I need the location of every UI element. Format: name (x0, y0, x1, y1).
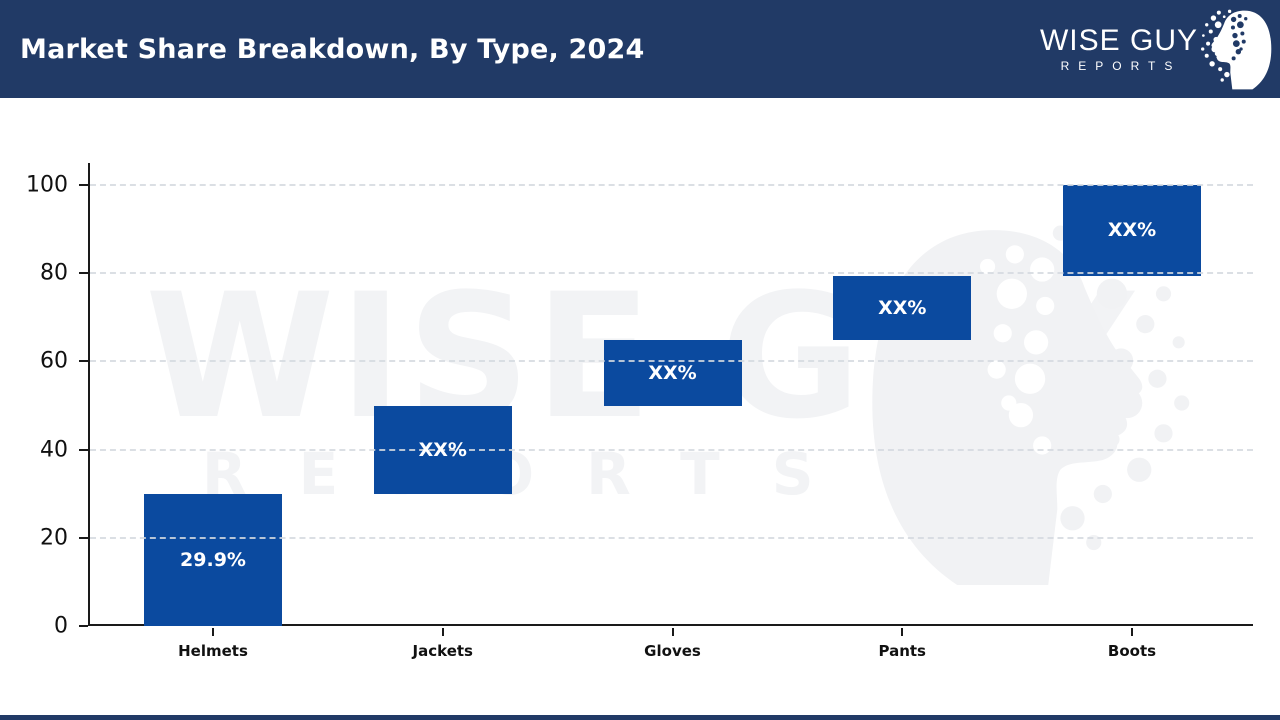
y-axis-tick (79, 360, 88, 363)
x-axis-tick (901, 628, 904, 636)
y-tick-label: 60 (40, 348, 68, 374)
logo-line2: REPORTS (1060, 58, 1182, 73)
x-axis-tick (671, 628, 674, 636)
y-tick-label: 20 (40, 525, 68, 551)
y-axis-tick (79, 272, 88, 275)
bar-value-label: XX% (418, 439, 467, 462)
header: Market Share Breakdown, By Type, 2024 WI… (0, 0, 1280, 98)
y-tick-label: 40 (40, 437, 68, 463)
gridline (90, 272, 1253, 275)
y-tick-label: 80 (40, 260, 68, 286)
watermark-subtext: REPORTS (202, 440, 866, 508)
bar-value-label: XX% (878, 296, 927, 319)
x-axis-tick (212, 628, 214, 636)
x-tick-label: Helmets (178, 642, 248, 660)
y-axis-tick (79, 184, 88, 187)
x-tick-label: Gloves (644, 642, 701, 660)
bar-value-label: XX% (648, 361, 697, 384)
bar-helmets (144, 494, 282, 626)
x-tick-label: Boots (1107, 642, 1157, 660)
page-title: Market Share Breakdown, By Type, 2024 (20, 33, 645, 65)
x-axis-tick (441, 628, 444, 636)
footer-bar (0, 715, 1280, 720)
x-axis-tick (1131, 628, 1133, 636)
bar-boots (1063, 185, 1201, 276)
wiseguy-head-icon (1201, 9, 1272, 90)
logo-wordmark: WISE GUY REPORTS (1040, 25, 1198, 73)
y-tick-label: 100 (26, 172, 68, 198)
y-axis-tick (79, 536, 88, 539)
plot-area: WISE GUY REPORTS (26, 163, 1253, 660)
y-axis-tick (79, 448, 88, 451)
gridline (90, 536, 1253, 539)
bar-pants (833, 275, 972, 340)
y-axis-tick (79, 625, 88, 627)
x-tick-label: Pants (878, 642, 927, 660)
bar-value-label: 29.9% (180, 549, 246, 572)
gridline (90, 184, 1253, 187)
gridline (90, 448, 1253, 451)
y-tick-label: 0 (54, 613, 68, 639)
logo-line1: WISE GUY (1039, 24, 1198, 58)
x-tick-label: Jackets (412, 642, 473, 660)
gridline (90, 360, 1253, 363)
bar-gloves (603, 339, 742, 406)
wiseguy-logo: WISE GUY REPORTS (1040, 0, 1274, 98)
bar-value-label: XX% (1107, 219, 1157, 242)
